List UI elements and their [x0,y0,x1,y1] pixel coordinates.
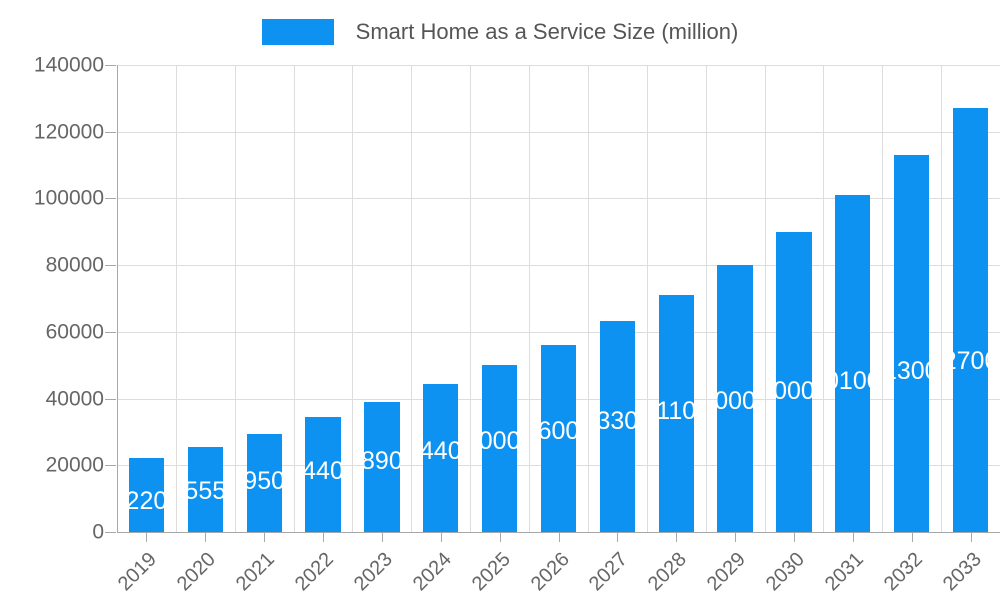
gridline-vertical [706,65,707,532]
gridline-horizontal [117,65,1000,66]
y-axis-tick-label: 100000 [33,186,104,210]
x-axis-tick-mark [735,533,737,542]
x-axis-tick-mark [146,533,148,542]
y-axis-tick-mark [105,65,116,66]
x-axis-tick-mark [676,533,678,542]
y-axis-tick-label: 60000 [45,320,104,344]
x-axis-tick-mark [793,533,795,542]
gridline-vertical [235,65,236,532]
bar[interactable]: 71100 [658,294,694,532]
bar-value-label: 101000 [835,366,870,395]
x-axis-line [117,532,1000,533]
bar-value-label: 38900 [364,446,400,475]
bar-value-label: 71100 [658,396,694,425]
y-axis-tick-mark [105,198,116,200]
gridline-horizontal [117,131,1000,133]
y-axis-tick-mark [105,265,116,267]
y-axis-tick-label: 40000 [45,387,104,411]
bar[interactable]: 44400 [423,383,459,532]
x-axis-tick-mark [852,533,854,542]
gridline-vertical [823,65,824,532]
gridline-vertical [647,65,648,532]
bar-value-label: 44400 [423,436,459,465]
x-axis-tick-mark [499,533,501,542]
bar[interactable]: 34400 [305,417,341,532]
plot-area: 22200 25550 29500 34400 38900 44400 50000 56000… [117,65,1000,533]
gridline-vertical [176,65,177,532]
y-axis-tick-mark [105,465,116,467]
x-axis-tick-mark [264,533,266,542]
gridline-horizontal [117,198,1000,200]
bar-value-label: 50000 [481,426,518,455]
gridline-horizontal [117,265,1000,267]
legend-color-swatch [261,19,334,45]
bar-value-label: 90000 [776,376,812,405]
bar-value-label: 127000 [953,346,988,375]
chart-legend: Smart Home as a Service Size (million) [0,14,1000,50]
bar[interactable]: 29500 [246,433,282,532]
bar-value-label: 22200 [128,486,165,515]
y-axis-tick-mark [105,398,116,400]
bar-value-label: 25550 [187,476,223,505]
bar[interactable]: 56000 [540,345,577,532]
gridline-horizontal [117,331,1000,333]
x-axis-tick-mark [381,533,383,542]
bar-value-label: 34400 [305,456,341,485]
x-axis-tick-mark [205,533,207,542]
y-axis-tick-label: 20000 [45,453,104,477]
gridline-vertical [352,65,353,532]
gridline-vertical [941,65,942,532]
bar-value-label: 113000 [894,356,929,385]
bar[interactable]: 127000 [952,108,989,532]
bar[interactable]: 101000 [835,195,871,532]
y-axis-tick-label: 0 [92,520,104,544]
gridline-vertical [470,65,471,532]
gridline-vertical [882,65,883,532]
gridline-vertical [411,65,412,532]
x-axis-tick-mark [323,533,325,542]
bar[interactable]: 22200 [128,457,165,532]
bar-value-label: 80000 [717,386,753,415]
y-axis-line [117,65,118,532]
y-axis-tick-mark [105,331,116,333]
bar[interactable]: 80000 [717,265,753,532]
y-axis-tick-label: 140000 [33,53,104,77]
x-axis-tick-mark [558,533,560,542]
y-axis-tick-mark [105,131,116,133]
legend-item-label: Smart Home as a Service Size (million) [355,19,739,44]
bar[interactable]: 50000 [481,365,518,532]
gridline-vertical [588,65,589,532]
x-axis-tick-mark [440,533,442,542]
gridline-vertical [294,65,295,532]
bar[interactable]: 38900 [364,402,400,532]
bar[interactable]: 63300 [599,320,636,532]
bar[interactable]: 25550 [187,446,223,532]
bar-value-label: 29500 [246,466,282,495]
x-axis-tick-mark [911,533,913,542]
bar[interactable]: 90000 [776,231,812,532]
y-axis-tick-mark [105,532,116,533]
bar[interactable]: 113000 [894,155,930,532]
bar-value-label: 63300 [599,406,636,435]
gridline-vertical [529,65,530,532]
y-axis-tick-label: 120000 [33,120,104,144]
gridline-vertical [765,65,766,532]
x-axis-tick-mark [970,533,972,542]
x-axis-tick-mark [617,533,619,542]
y-axis-tick-label: 80000 [45,253,104,277]
bar-value-label: 56000 [540,416,577,445]
legend-item-smart-home[interactable]: Smart Home as a Service Size (million) [261,19,739,45]
